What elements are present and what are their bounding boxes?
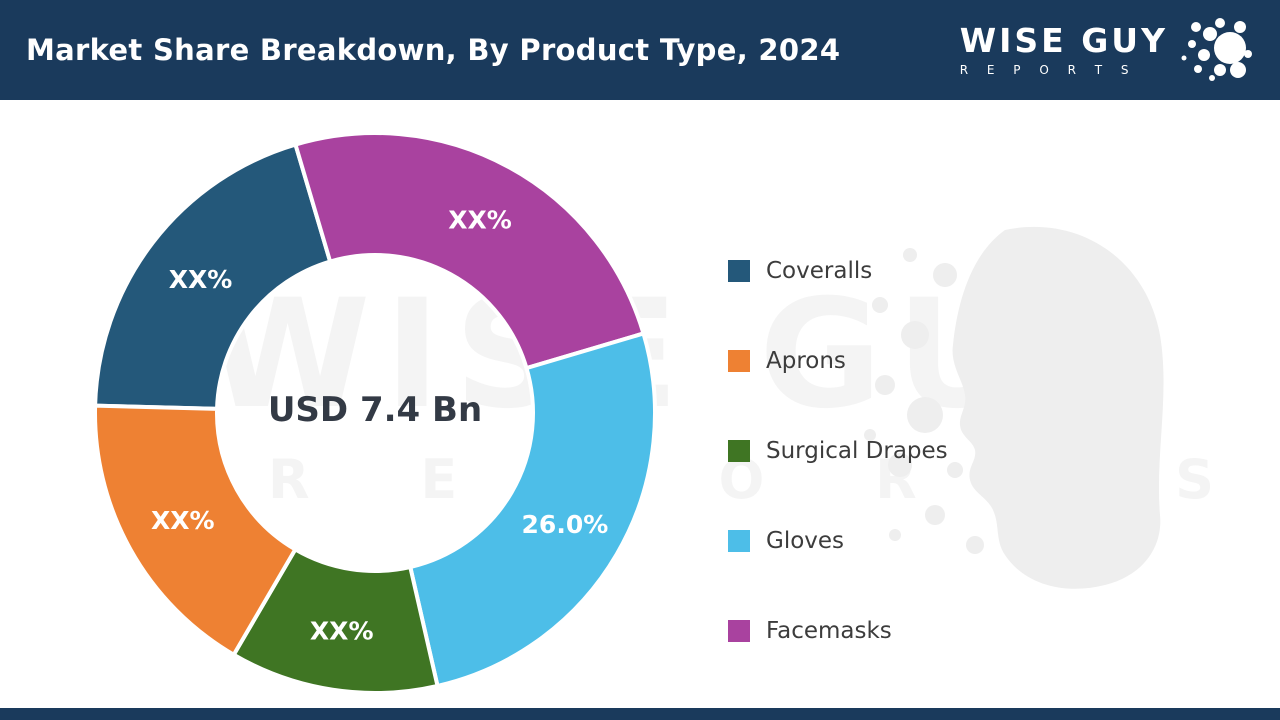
legend-item-aprons: Aprons (728, 345, 948, 377)
legend-label: Facemasks (766, 617, 892, 644)
legend-item-gloves: Gloves (728, 525, 948, 557)
segment-label-coveralls: XX% (169, 265, 233, 294)
donut-segment-coveralls (93, 142, 333, 411)
legend-item-coveralls: Coveralls (728, 255, 948, 287)
donut-segment-aprons (93, 403, 299, 658)
legend-swatch (728, 440, 750, 462)
brand-name: WISE GUY (959, 20, 1168, 60)
legend-swatch (728, 260, 750, 282)
watermark-face-icon (864, 226, 1164, 589)
page-title: Market Share Breakdown, By Product Type,… (26, 33, 841, 67)
segment-label-surgical-drapes: XX% (310, 616, 374, 645)
donut-segment-facemasks (292, 131, 646, 371)
legend-swatch (728, 620, 750, 642)
brand-logo-text: WISE GUY R E P O R T S (960, 24, 1168, 77)
legend-swatch (728, 530, 750, 552)
segment-label-aprons: XX% (151, 506, 215, 535)
donut-segment-gloves (407, 330, 657, 689)
legend-item-surgical-drapes: Surgical Drapes (728, 435, 948, 467)
header: Market Share Breakdown, By Product Type,… (0, 0, 1280, 100)
legend-label: Gloves (766, 527, 845, 554)
segment-label-gloves: 26.0% (522, 510, 609, 539)
brand-face-dots-icon (1181, 18, 1252, 81)
legend: Coveralls Aprons Surgical Drapes Gloves Face… (728, 255, 948, 705)
legend-label: Aprons (766, 347, 846, 374)
legend-swatch (728, 350, 750, 372)
donut-chart: XX% XX% 26.0% XX% XX% (93, 131, 657, 695)
brand-subtitle: R E P O R T S (959, 62, 1137, 77)
brand-logo: WISE GUY R E P O R T S (960, 14, 1254, 86)
legend-item-facemasks: Facemasks (728, 615, 948, 647)
segment-label-facemasks: XX% (448, 205, 512, 234)
legend-label: Coveralls (766, 257, 873, 284)
legend-label: Surgical Drapes (766, 437, 948, 464)
footer-bar (0, 708, 1280, 720)
chart-center-value: USD 7.4 Bn (267, 390, 483, 430)
